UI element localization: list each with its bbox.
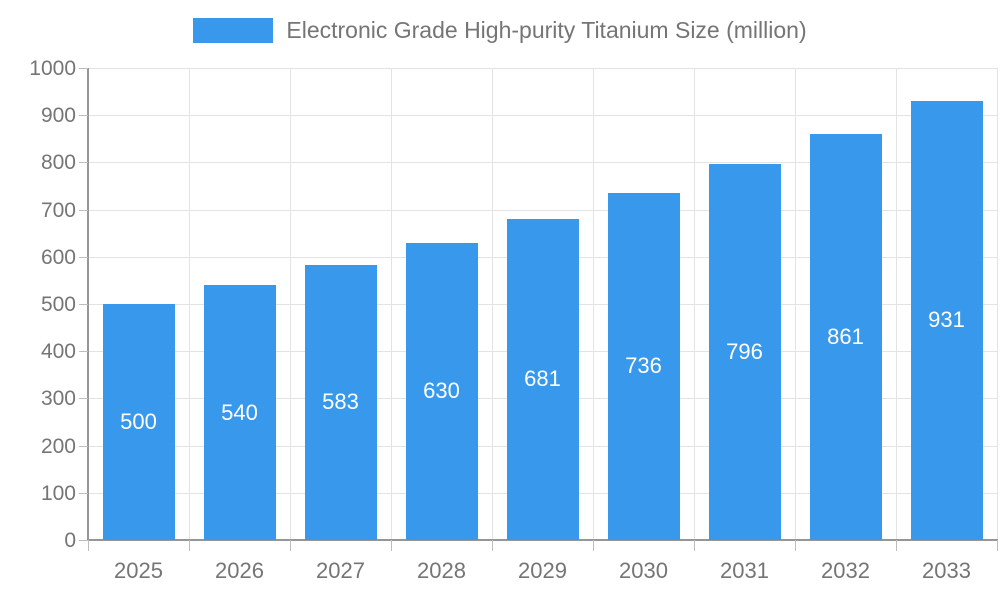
x-axis-tick [290, 540, 291, 551]
y-axis-tick [79, 256, 88, 258]
plot-area: 500 540 583 630 681 736 796 861 931 [87, 68, 998, 541]
x-axis-label: 2032 [821, 558, 870, 583]
x-axis-label: 2033 [922, 558, 971, 583]
gridline-vertical [694, 68, 695, 540]
x-axis-tick [997, 540, 998, 551]
bar-value-label: 861 [827, 323, 864, 349]
y-axis-tick [79, 445, 88, 447]
legend-label: Electronic Grade High-purity Titanium Si… [286, 17, 807, 43]
y-axis-label: 500 [40, 293, 76, 316]
gridline-vertical [492, 68, 493, 540]
bar-value-label: 931 [928, 307, 965, 333]
gridline-vertical [896, 68, 897, 540]
x-axis-label: 2031 [720, 558, 769, 583]
x-axis-label: 2026 [215, 558, 264, 583]
x-axis-tick [391, 540, 392, 551]
gridline-horizontal [88, 68, 997, 69]
x-axis-line [87, 539, 998, 541]
x-axis-label: 2027 [316, 558, 365, 583]
y-axis-label: 300 [40, 387, 76, 411]
gridline-vertical [189, 68, 190, 540]
y-axis-label: 400 [40, 340, 76, 364]
bar-2027: 583 [304, 264, 377, 540]
x-axis-label: 2028 [417, 558, 466, 583]
bar-value-label: 681 [524, 366, 561, 392]
x-axis-tick [896, 540, 897, 551]
gridline-horizontal [88, 209, 997, 211]
bar-value-label: 540 [221, 399, 258, 425]
x-axis-label: 2029 [518, 558, 567, 583]
y-axis-tick [79, 398, 88, 400]
bar-2029: 681 [506, 218, 579, 540]
x-axis-tick [492, 540, 493, 551]
y-axis-label: 600 [40, 245, 76, 269]
gridline-vertical [997, 68, 998, 540]
y-axis-tick [79, 351, 88, 353]
gridline-vertical [795, 68, 796, 540]
bar-2031: 796 [708, 164, 781, 540]
y-axis-tick [79, 68, 88, 69]
bar-2026: 540 [203, 285, 276, 540]
y-axis-label: 100 [40, 481, 76, 505]
gridline-vertical [391, 68, 392, 540]
y-axis-label: 1000 [29, 57, 76, 80]
y-axis-label: 700 [40, 198, 76, 222]
x-axis-tick [593, 540, 594, 551]
bar-2025: 500 [102, 304, 175, 540]
x-axis-tick [795, 540, 796, 551]
bar-value-label: 500 [120, 409, 157, 434]
bar-2033: 931 [910, 100, 983, 540]
gridline-vertical [290, 68, 291, 540]
bar-2028: 630 [405, 242, 478, 540]
y-axis-label: 800 [40, 151, 76, 175]
bar-2032: 861 [809, 133, 882, 540]
bar-value-label: 630 [423, 378, 460, 404]
bar-value-label: 583 [322, 389, 359, 415]
legend-item[interactable]: Electronic Grade High-purity Titanium Si… [0, 18, 1000, 43]
y-axis-tick [79, 304, 88, 305]
gridline-horizontal [88, 162, 997, 164]
x-axis-tick [694, 540, 695, 551]
y-axis-label: 200 [40, 434, 76, 458]
x-axis-label: 2025 [114, 558, 163, 583]
y-axis-tick [79, 209, 88, 211]
y-axis-label: 0 [64, 529, 76, 552]
y-axis-tick [79, 540, 88, 541]
bar-value-label: 796 [726, 339, 763, 365]
y-axis-tick [79, 115, 88, 117]
gridline-horizontal [88, 115, 997, 117]
legend-swatch-icon [193, 18, 274, 43]
y-axis-tick [79, 162, 88, 164]
x-axis-tick [88, 540, 89, 551]
x-axis-label: 2030 [619, 558, 668, 583]
gridline-vertical [593, 68, 594, 540]
bar-2030: 736 [607, 192, 680, 540]
y-axis-tick [79, 492, 88, 494]
bar-value-label: 736 [625, 353, 662, 379]
y-axis-line [87, 68, 89, 540]
y-axis-label: 900 [40, 104, 76, 128]
x-axis-tick [189, 540, 190, 551]
